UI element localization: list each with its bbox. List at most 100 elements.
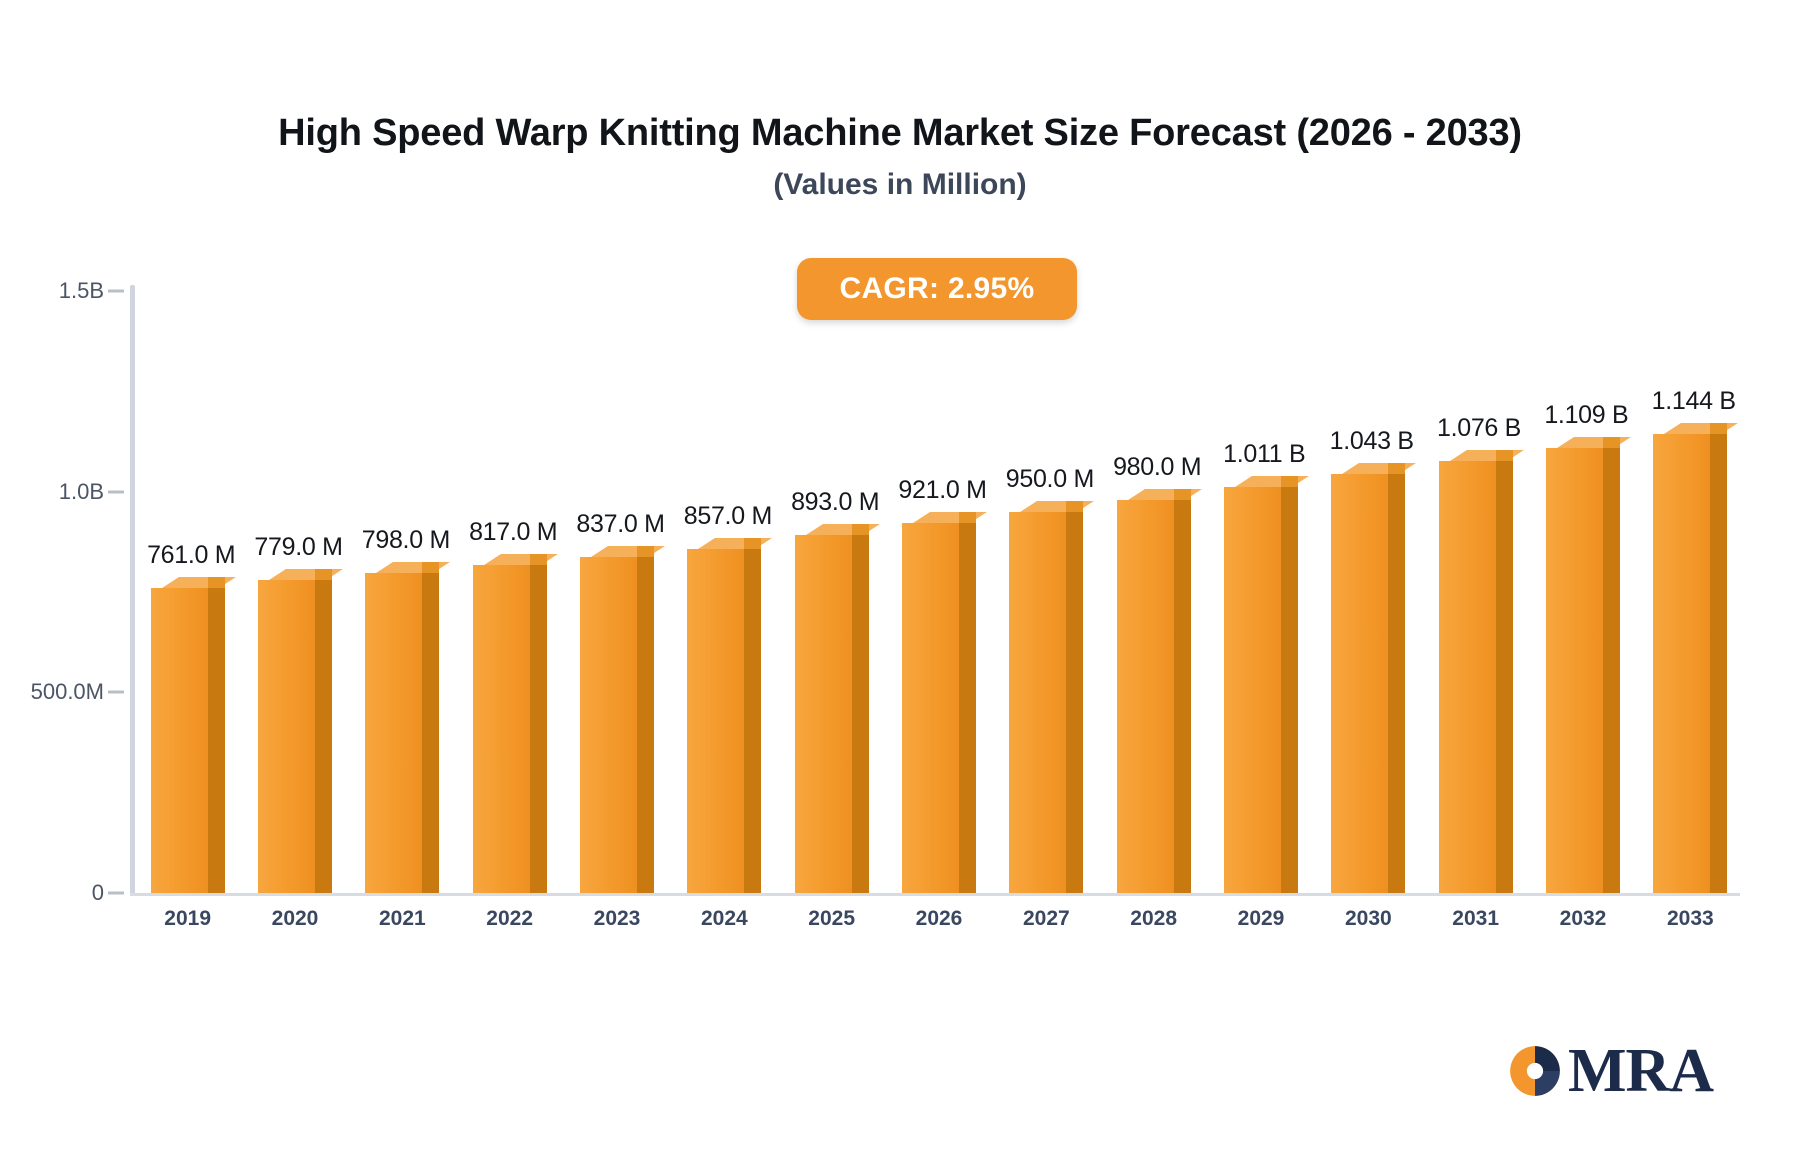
bar-value-label: 857.0 M [683, 502, 773, 531]
page-subtitle: (Values in Million) [773, 168, 1027, 201]
brand-logo: MRA [1508, 1037, 1714, 1105]
bar-shape [687, 538, 773, 893]
bar-value-label: 980.0 M [1113, 452, 1202, 481]
bar-shape [1438, 450, 1524, 893]
bar-shape [258, 569, 343, 893]
bar-column[interactable]: 817.0 M [469, 518, 558, 893]
bar-column[interactable]: 837.0 M [576, 510, 665, 893]
bar-shape [1009, 500, 1095, 893]
bar-column[interactable]: 1.076 B [1437, 414, 1524, 893]
bar-column[interactable]: 1.043 B [1330, 427, 1417, 893]
x-axis-label: 2026 [915, 907, 963, 930]
bar-value-label: 921.0 M [898, 476, 987, 505]
cagr-badge: CAGR: 2.95% [797, 258, 1077, 320]
x-axis-label: 2019 [164, 907, 212, 930]
bar-front-face [687, 549, 745, 893]
bar-value-label: 817.0 M [469, 518, 558, 547]
pie-chart-icon [1510, 1046, 1560, 1096]
cagr-badge-label: CAGR: 2.95% [839, 272, 1035, 305]
bar-front-face [1116, 499, 1174, 893]
bar-shape [902, 512, 987, 893]
bar-value-label: 1.144 B [1651, 386, 1736, 415]
x-axis-label: 2021 [378, 907, 426, 930]
y-axis-line [130, 285, 135, 895]
y-axis-tick-label: 1.0B [58, 478, 104, 504]
y-axis-tick-mark [108, 891, 124, 895]
bar-top-side-face [959, 512, 976, 524]
bar-column[interactable]: 980.0 M [1113, 453, 1202, 893]
y-axis-tick-mark [108, 690, 124, 694]
bar-shape [1331, 463, 1417, 893]
bar-side-face [1495, 461, 1513, 893]
bar-top-side-face [744, 538, 762, 550]
bar-side-face [637, 557, 654, 893]
x-axis-label: 2024 [700, 907, 748, 930]
plot-area: 0 500.0M 1.0B 1.5B 761.0 M 779.0 M 798.0 M 817… [31, 278, 1740, 930]
bar-top-side-face [422, 561, 440, 573]
y-axis-tick-mark [108, 289, 124, 293]
y-axis-tick-mark [108, 490, 124, 494]
x-axis-label: 2031 [1452, 907, 1500, 930]
bar-top-side-face [207, 576, 225, 588]
bar-shape [580, 546, 665, 893]
bar-front-face [472, 565, 530, 893]
bar-value-label: 950.0 M [1005, 464, 1095, 493]
bar-top-side-face [1173, 488, 1191, 500]
bar-side-face [422, 572, 440, 893]
bar-front-face [1653, 433, 1711, 893]
bar-column[interactable]: 1.109 B [1544, 401, 1631, 893]
bar-shape [472, 554, 558, 893]
x-axis-label: 2022 [486, 907, 534, 930]
bar-side-face [1603, 447, 1620, 893]
bar-shape [1116, 488, 1202, 893]
bar-column[interactable]: 921.0 M [898, 476, 987, 893]
bar-top-side-face [637, 546, 654, 558]
bar-front-face [1438, 461, 1496, 893]
bar-front-face [258, 580, 315, 893]
bar-side-face [1173, 499, 1191, 893]
logo-wordmark: MRA [1568, 1037, 1714, 1105]
bar-column[interactable]: 798.0 M [362, 526, 450, 893]
x-axis-label: 2028 [1130, 907, 1178, 930]
bar-front-face [902, 523, 959, 893]
bar-side-face [959, 523, 976, 893]
y-axis-tick-label: 500.0M [30, 679, 104, 705]
bar-front-face [1331, 474, 1389, 893]
bar-column[interactable]: 779.0 M [254, 533, 343, 893]
page-title: High Speed Warp Knitting Machine Market … [278, 112, 1522, 154]
bar-side-face [744, 549, 762, 893]
bar-side-face [529, 565, 547, 893]
bar-side-face [207, 587, 225, 893]
bar-side-face [1710, 433, 1728, 893]
x-axis-label: 2025 [808, 907, 856, 930]
bar-column[interactable]: 893.0 M [791, 488, 880, 893]
bar-value-label: 1.043 B [1329, 427, 1414, 456]
bar-value-label: 761.0 M [147, 540, 236, 569]
bar-top-side-face [1710, 422, 1728, 434]
bar-front-face [365, 572, 423, 893]
bar-value-label: 779.0 M [254, 533, 343, 562]
y-axis-tick-label: 1.5B [58, 278, 104, 303]
x-axis-label: 2029 [1237, 907, 1285, 930]
bar-column[interactable]: 761.0 M [147, 541, 236, 893]
x-axis-label: 2020 [271, 907, 319, 930]
bar-column[interactable]: 857.0 M [684, 502, 773, 893]
bar-top-side-face [529, 554, 547, 566]
bar-series: 761.0 M 779.0 M 798.0 M 817.0 M 837.0 M 857.0… [130, 285, 1740, 895]
bar-value-label: 798.0 M [361, 525, 451, 554]
bar-value-label: 1.011 B [1223, 440, 1306, 469]
bar-shape [1653, 422, 1739, 893]
bar-value-label: 893.0 M [791, 487, 880, 516]
bar-top-side-face [1066, 500, 1084, 512]
bar-column[interactable]: 1.011 B [1223, 440, 1309, 893]
bar-side-face [1066, 511, 1084, 893]
bar-value-label: 1.109 B [1544, 400, 1629, 429]
bar-front-face [794, 534, 852, 893]
bar-front-face [1224, 487, 1281, 893]
x-axis-label: 2032 [1559, 907, 1607, 930]
bar-shape [794, 523, 880, 893]
bar-column[interactable]: 950.0 M [1006, 465, 1095, 893]
bar-top-side-face [1495, 450, 1513, 462]
bar-column[interactable]: 1.144 B [1652, 387, 1739, 893]
